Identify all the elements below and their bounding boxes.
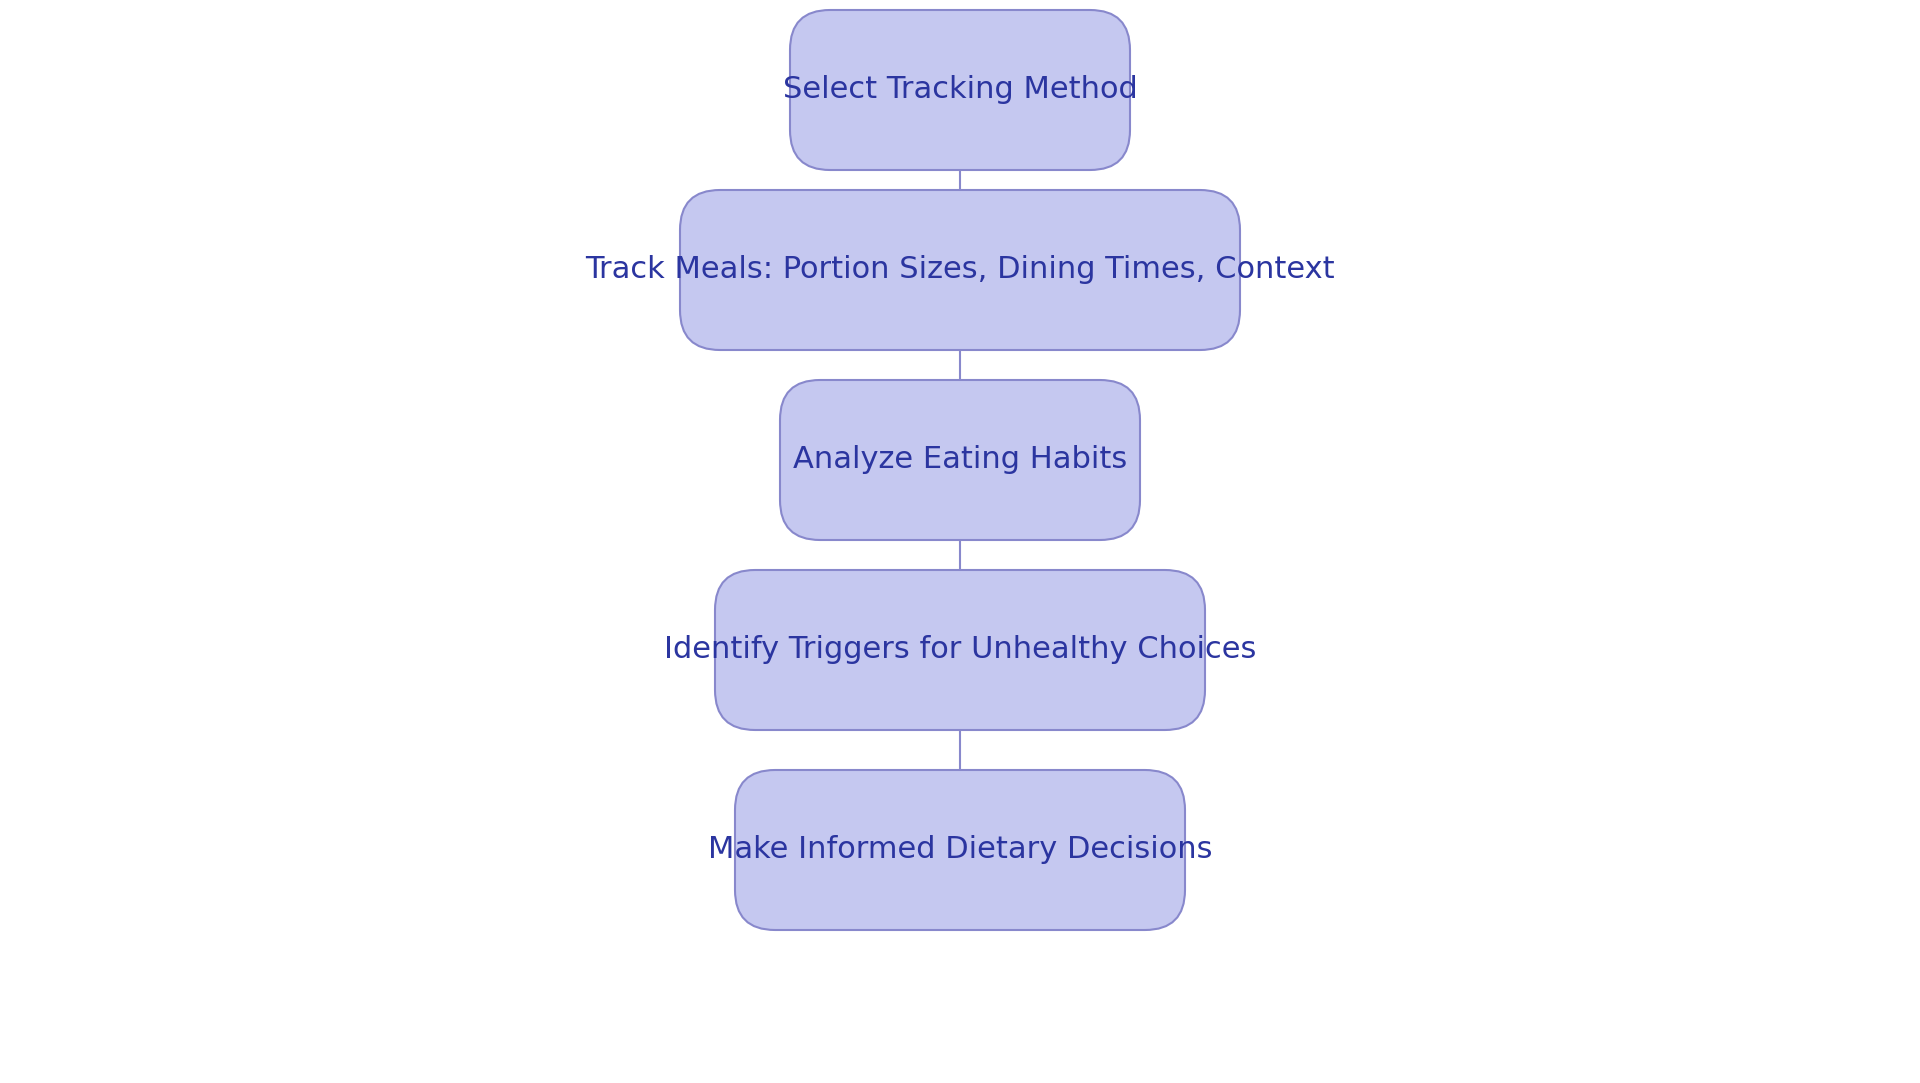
Text: Select Tracking Method: Select Tracking Method	[783, 76, 1137, 104]
Text: Analyze Eating Habits: Analyze Eating Habits	[793, 445, 1127, 474]
FancyBboxPatch shape	[789, 10, 1131, 170]
FancyBboxPatch shape	[714, 570, 1206, 730]
FancyBboxPatch shape	[680, 190, 1240, 350]
FancyBboxPatch shape	[735, 770, 1185, 930]
FancyBboxPatch shape	[780, 380, 1140, 540]
Text: Make Informed Dietary Decisions: Make Informed Dietary Decisions	[708, 835, 1212, 864]
Text: Identify Triggers for Unhealthy Choices: Identify Triggers for Unhealthy Choices	[664, 636, 1256, 665]
Text: Track Meals: Portion Sizes, Dining Times, Context: Track Meals: Portion Sizes, Dining Times…	[586, 256, 1334, 285]
